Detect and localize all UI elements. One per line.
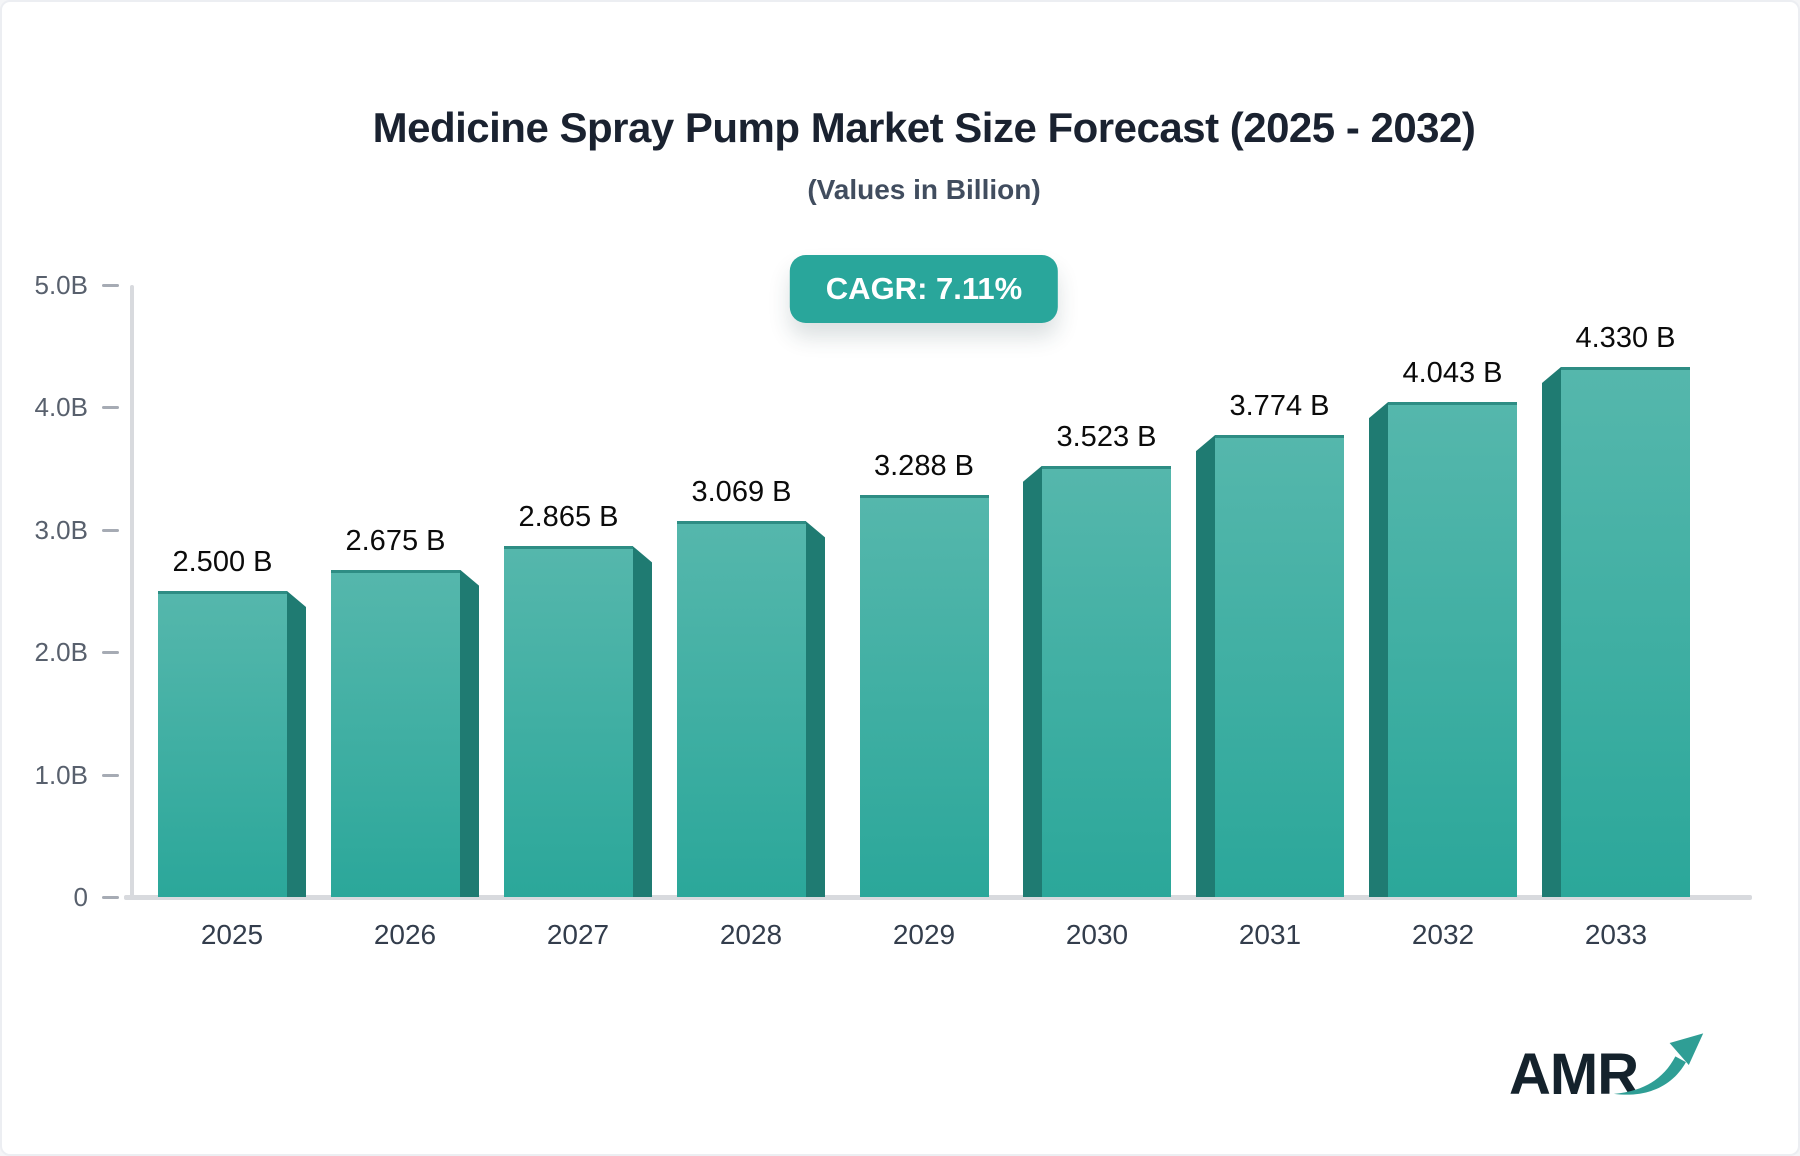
bar <box>331 569 479 897</box>
x-axis-category-label: 2029 <box>892 919 956 950</box>
x-axis-category-label: 2028 <box>719 919 783 950</box>
bar <box>1196 435 1344 897</box>
bar-value-label: 2.500 B <box>172 546 273 578</box>
x-axis-category-label: 2033 <box>1584 919 1648 950</box>
bar-value-label: 3.288 B <box>874 449 974 482</box>
bar-face <box>331 569 460 897</box>
bar <box>1023 465 1171 897</box>
growth-arrow-icon <box>1613 1033 1704 1095</box>
bar-value-label: 2.675 B <box>345 524 446 557</box>
page-subtitle: (Values in Billion) <box>807 174 1041 205</box>
bar-value-label: 3.069 B <box>691 476 792 509</box>
plot-area: 5.0B 4.0B 3.0B 2.0B 1.0B 0 2.500 B 2025 2.675 B 2… <box>35 270 1752 950</box>
y-axis-tick-label: 1.0B <box>34 759 89 790</box>
bar-face <box>677 521 806 897</box>
y-axis-tick-mark <box>102 896 119 899</box>
page-title: Medicine Spray Pump Market Size Forecast… <box>372 104 1476 151</box>
y-axis-tick-mark <box>102 651 119 655</box>
bar-side-shadow <box>806 521 825 897</box>
y-axis-tick-mark <box>102 406 119 410</box>
x-axis-category-label: 2031 <box>1238 919 1302 950</box>
bar-value-label: 3.774 B <box>1229 390 1330 423</box>
bar-side-shadow <box>633 546 652 897</box>
x-axis-category-label: 2027 <box>546 919 610 950</box>
bar-face <box>1215 435 1344 897</box>
y-axis-tick-mark <box>102 284 119 287</box>
cagr-badge: CAGR: 7.11% <box>789 255 1059 323</box>
bar <box>677 521 825 897</box>
bar-face <box>1561 367 1690 897</box>
x-axis-category-label: 2032 <box>1411 919 1475 950</box>
bar-face <box>1388 402 1517 897</box>
bar-side-shadow <box>460 569 479 897</box>
bar-side-shadow <box>287 591 306 897</box>
y-axis-tick-label: 4.0B <box>34 392 89 423</box>
bar <box>504 546 652 897</box>
y-axis-tick-mark <box>102 773 119 777</box>
bar-value-label: 3.523 B <box>1056 420 1157 453</box>
bar-face <box>1042 465 1171 897</box>
amr-logo-text: AMR <box>1509 1042 1639 1107</box>
x-axis-category-label: 2030 <box>1065 919 1129 950</box>
bar-face <box>859 494 989 897</box>
bar <box>158 591 306 897</box>
bar-side-shadow <box>1369 402 1388 897</box>
bar-face <box>504 546 633 897</box>
bar-side-shadow <box>1023 465 1042 897</box>
bar-value-label: 4.043 B <box>1402 357 1503 390</box>
y-axis-tick-label: 5.0B <box>34 270 89 300</box>
bar-side-shadow <box>1542 367 1561 897</box>
x-axis-line <box>124 895 1752 900</box>
bar-value-label: 2.865 B <box>518 501 619 534</box>
bar-value-label: 4.330 B <box>1575 322 1676 354</box>
y-axis-line <box>130 285 134 897</box>
bar-side-shadow <box>1196 435 1215 897</box>
x-axis-category-label: 2025 <box>200 919 264 950</box>
y-axis-tick-label: 3.0B <box>34 514 89 545</box>
bar <box>1542 367 1690 897</box>
y-axis-tick-label: 0 <box>73 882 88 912</box>
bar <box>859 494 989 897</box>
y-axis-tick-mark <box>102 528 119 532</box>
x-axis-category-label: 2026 <box>373 919 437 950</box>
bar <box>1369 402 1517 897</box>
amr-logo: AMR <box>1509 1033 1704 1107</box>
y-axis-tick-label: 2.0B <box>34 637 89 668</box>
bar-face <box>158 591 287 897</box>
